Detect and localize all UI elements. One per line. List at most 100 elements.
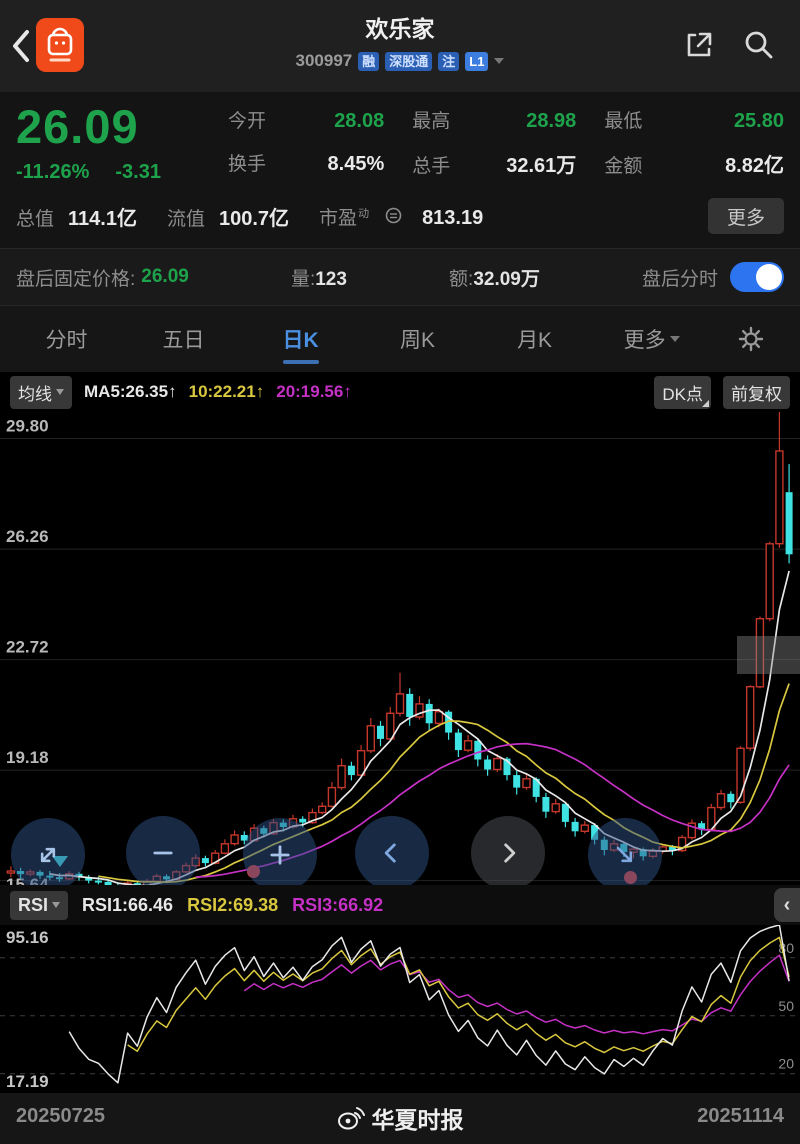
dk-point-button[interactable]: DK点 bbox=[654, 375, 711, 409]
svg-text:19.18: 19.18 bbox=[6, 748, 49, 767]
badge-note: 注 bbox=[438, 51, 460, 71]
svg-text:26.26: 26.26 bbox=[6, 527, 49, 546]
jump-to-latest-button[interactable] bbox=[588, 818, 662, 892]
period-tabs: 分时 五日 日K 周K 月K 更多 bbox=[0, 306, 800, 372]
field-amount: 金额 8.82亿 bbox=[604, 155, 784, 177]
field-open: 今开 28.08 bbox=[228, 110, 385, 132]
zoom-expand-button[interactable] bbox=[11, 818, 85, 892]
svg-text:20: 20 bbox=[778, 1056, 794, 1072]
code-row[interactable]: 300997 融 深股通 注 L1 bbox=[0, 51, 800, 71]
field-turnover: 换手 8.45% bbox=[228, 153, 385, 175]
field-marketcap: 总值 114.1亿 bbox=[16, 207, 137, 230]
quote-panel: 26.09 -11.26% -3.31 今开 28.08 最高 28.98 最低… bbox=[0, 92, 800, 248]
chevron-down-icon bbox=[56, 389, 64, 395]
ma20-readout: 20:19.56↑ bbox=[276, 382, 352, 401]
chart-settings-button[interactable] bbox=[710, 306, 792, 372]
badge-margin: 融 bbox=[358, 51, 380, 71]
watermark: 华夏时报 bbox=[0, 1101, 800, 1135]
rsi3-readout: RSI3:66.92 bbox=[292, 894, 384, 915]
zoom-in-button[interactable] bbox=[243, 818, 317, 892]
stock-name: 欢乐家 bbox=[365, 16, 435, 42]
chevron-right-icon bbox=[504, 843, 516, 863]
search-button[interactable] bbox=[742, 28, 776, 67]
tab-daily-k[interactable]: 日K bbox=[242, 306, 359, 372]
share-icon bbox=[687, 32, 712, 57]
pan-right-button[interactable] bbox=[471, 816, 545, 890]
change-amount: -3.31 bbox=[115, 161, 161, 184]
price-block: 26.09 -11.26% -3.31 bbox=[16, 102, 228, 184]
arrow-down-right-icon bbox=[616, 846, 633, 863]
ma5-readout: MA5:26.35↑ bbox=[84, 382, 177, 401]
forward-adjusted-button[interactable]: 前复权 bbox=[723, 375, 790, 409]
chart-highlight-box bbox=[737, 636, 800, 674]
chevron-down-icon bbox=[52, 902, 61, 908]
app-logo-icon bbox=[47, 27, 73, 62]
change-percent: -11.26% bbox=[16, 161, 90, 184]
field-high: 最高 28.98 bbox=[412, 110, 577, 132]
rsi2-readout: RSI2:69.38 bbox=[187, 894, 279, 915]
expand-icon bbox=[40, 847, 56, 863]
share-button[interactable] bbox=[682, 28, 714, 65]
afterhours-toggle[interactable] bbox=[729, 262, 784, 292]
chevron-down-icon bbox=[669, 336, 680, 342]
corner-mark-icon bbox=[702, 399, 709, 407]
pe-info-icon[interactable] bbox=[385, 207, 402, 224]
back-button[interactable] bbox=[10, 26, 44, 66]
date-axis-bar: 20250725 20251114 华夏时报 bbox=[0, 1093, 800, 1144]
pan-left-button[interactable] bbox=[355, 816, 429, 890]
axis-end-date: 20251114 bbox=[697, 1105, 784, 1127]
tab-more[interactable]: 更多 bbox=[593, 306, 710, 372]
rsi-chart-panel[interactable]: 80 50 20 95.16 17.19 bbox=[0, 925, 800, 1093]
afterhours-volume: 量:123 bbox=[290, 268, 347, 290]
badge-l1: L1 bbox=[465, 51, 489, 71]
rsi-header: RSI RSI1:66.46 RSI2:69.38 RSI3:66.92 ‹ bbox=[0, 885, 800, 925]
tab-minute[interactable]: 分时 bbox=[45, 329, 88, 352]
chevron-down-icon bbox=[494, 58, 505, 64]
zoom-out-button[interactable] bbox=[126, 816, 200, 890]
watermark-text: 华夏时报 bbox=[371, 1107, 464, 1133]
more-button[interactable]: 更多 bbox=[708, 198, 784, 235]
svg-text:95.16: 95.16 bbox=[6, 928, 49, 947]
field-volume: 总手 32.61万 bbox=[412, 155, 577, 177]
back-chevron-icon bbox=[13, 30, 29, 62]
badge-szconnect: 深股通 bbox=[385, 51, 433, 71]
gear-icon bbox=[738, 326, 764, 352]
ma-selector-button[interactable]: 均线 bbox=[10, 375, 72, 409]
indicator-selector-button[interactable]: RSI bbox=[10, 890, 69, 920]
svg-text:22.72: 22.72 bbox=[6, 638, 49, 657]
rsi1-readout: RSI1:66.46 bbox=[82, 894, 174, 915]
afterhours-label: 盘后固定价格: bbox=[16, 268, 136, 290]
svg-text:29.80: 29.80 bbox=[6, 417, 49, 436]
app-logo[interactable] bbox=[36, 18, 84, 72]
weibo-icon bbox=[337, 1107, 365, 1130]
afterhours-amount: 额:32.09万 bbox=[449, 268, 540, 290]
svg-text:17.19: 17.19 bbox=[6, 1072, 49, 1091]
collapse-panel-button[interactable]: ‹ bbox=[774, 888, 800, 922]
quote-row3: 总值 114.1亿 流值 100.7亿 市盈动 813.19 更多 bbox=[16, 198, 784, 235]
afterhours-price: 26.09 bbox=[141, 266, 189, 287]
toggle-knob bbox=[755, 264, 782, 290]
top-header: 欢乐家 300997 融 深股通 注 L1 bbox=[0, 0, 800, 92]
pe-superscript: 动 bbox=[358, 207, 370, 220]
ma10-readout: 10:22.21↑ bbox=[188, 382, 265, 401]
quote-grid: 今开 28.08 最高 28.98 最低 25.80 换手 8.45% 总手 bbox=[228, 102, 784, 184]
search-icon bbox=[745, 31, 773, 59]
tab-fiveday[interactable]: 五日 bbox=[162, 329, 205, 352]
axis-start-date: 20250725 bbox=[16, 1105, 105, 1127]
svg-text:50: 50 bbox=[778, 998, 794, 1014]
title-block: 欢乐家 300997 融 深股通 注 L1 bbox=[0, 10, 800, 71]
field-floatcap: 流值 100.7亿 bbox=[166, 207, 290, 230]
tab-monthly-k[interactable]: 月K bbox=[517, 329, 553, 352]
afterhours-toggle-label: 盘后分时 bbox=[641, 268, 718, 290]
stock-code: 300997 bbox=[295, 51, 353, 70]
chevron-left-icon bbox=[384, 843, 396, 863]
plus-icon bbox=[270, 845, 290, 865]
field-pe: 市盈动 813.19 bbox=[319, 206, 484, 229]
tab-weekly-k[interactable]: 周K bbox=[400, 329, 436, 352]
kline-header: 均线 MA5:26.35↑ 10:22.21↑ 20:19.56↑ DK点 前复… bbox=[0, 372, 800, 412]
field-low: 最低 25.80 bbox=[604, 110, 784, 132]
